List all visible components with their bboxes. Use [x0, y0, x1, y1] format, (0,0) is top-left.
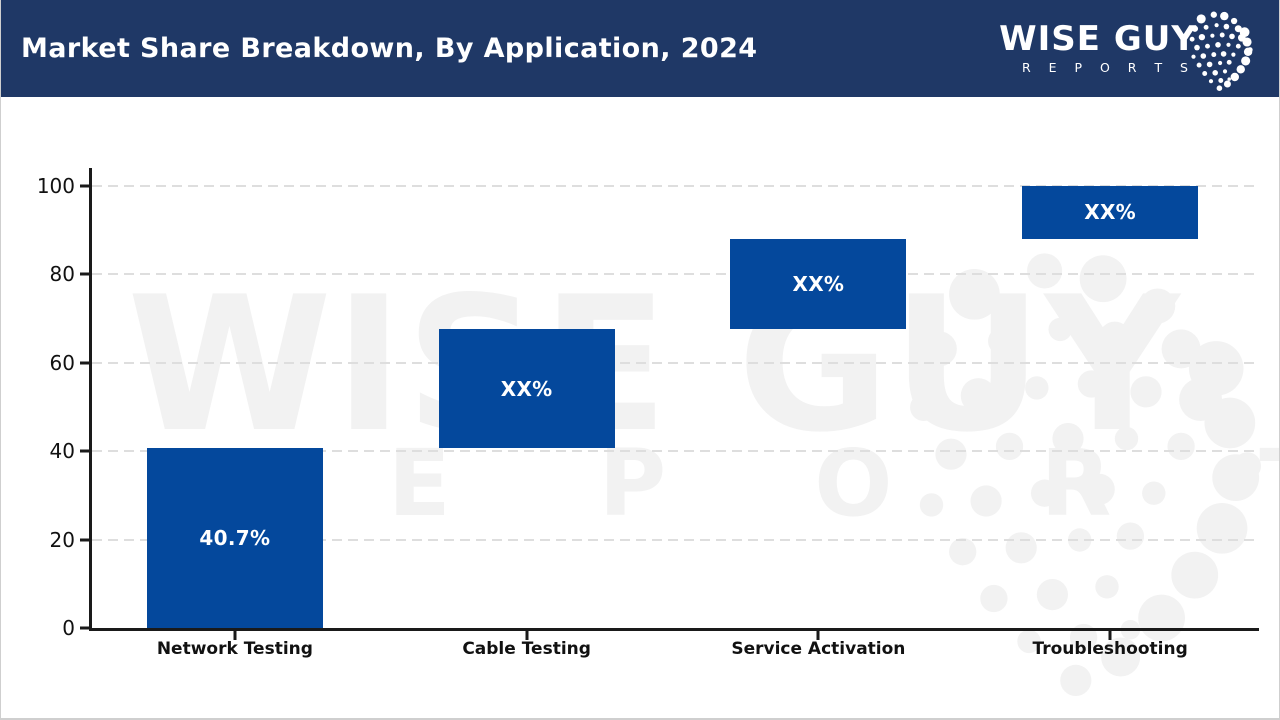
y-tick-label-60: 60 — [49, 350, 75, 375]
bar-service-activation: XX% — [730, 239, 907, 330]
bar-value-label: 40.7% — [199, 525, 271, 550]
y-tick-label-100: 100 — [36, 173, 75, 198]
bar-troubleshooting: XX% — [1022, 185, 1199, 240]
y-tick-mark-20 — [80, 538, 89, 541]
y-tick-mark-60 — [80, 361, 89, 364]
chart-title: Market Share Breakdown, By Application, … — [21, 33, 758, 64]
header-bar: Market Share Breakdown, By Application, … — [1, 0, 1279, 97]
gridline-y-20 — [92, 538, 1256, 541]
gridline-y-100 — [92, 184, 1256, 187]
y-tick-label-80: 80 — [49, 262, 75, 286]
y-tick-mark-40 — [80, 449, 89, 453]
wiseguy-face-icon — [1189, 11, 1253, 91]
watermark-wiseguy-text: WISE GUY — [127, 256, 1182, 473]
gridline-y-40 — [92, 450, 1256, 452]
logo-sub-text: R E P O R T S — [1021, 60, 1195, 75]
y-tick-mark-80 — [80, 272, 89, 276]
bar-value-label: XX% — [500, 376, 553, 401]
x-category-label-1: Cable Testing — [462, 639, 591, 659]
y-axis-line — [89, 168, 92, 631]
x-axis-line — [89, 628, 1259, 631]
bar-value-label: XX% — [792, 272, 845, 297]
x-category-label-2: Service Activation — [731, 639, 906, 659]
x-tick-mark-1 — [525, 631, 529, 640]
x-category-label-3: Troubleshooting — [1032, 639, 1188, 659]
bar-cable-testing: XX% — [438, 329, 615, 448]
x-category-label-0: Network Testing — [156, 639, 313, 659]
y-tick-mark-100 — [80, 184, 89, 187]
x-tick-mark-2 — [816, 631, 820, 640]
bar-network-testing: 40.7% — [146, 447, 323, 628]
wiseguy-logo: WISE GUY R E P O R T S — [999, 7, 1253, 91]
y-tick-mark-0 — [80, 626, 89, 630]
y-tick-label-40: 40 — [49, 439, 75, 463]
wiseguy-logo-text: WISE GUY R E P O R T S — [999, 22, 1197, 75]
gridline-y-60 — [92, 361, 1256, 364]
logo-name-text: WISE GUY — [999, 19, 1197, 59]
y-tick-label-20: 20 — [49, 527, 75, 552]
y-tick-label-0: 0 — [62, 616, 75, 640]
bar-value-label: XX% — [1084, 200, 1137, 225]
x-tick-mark-3 — [1108, 631, 1112, 640]
x-tick-mark-0 — [233, 631, 237, 640]
gridline-y-80 — [92, 273, 1256, 275]
